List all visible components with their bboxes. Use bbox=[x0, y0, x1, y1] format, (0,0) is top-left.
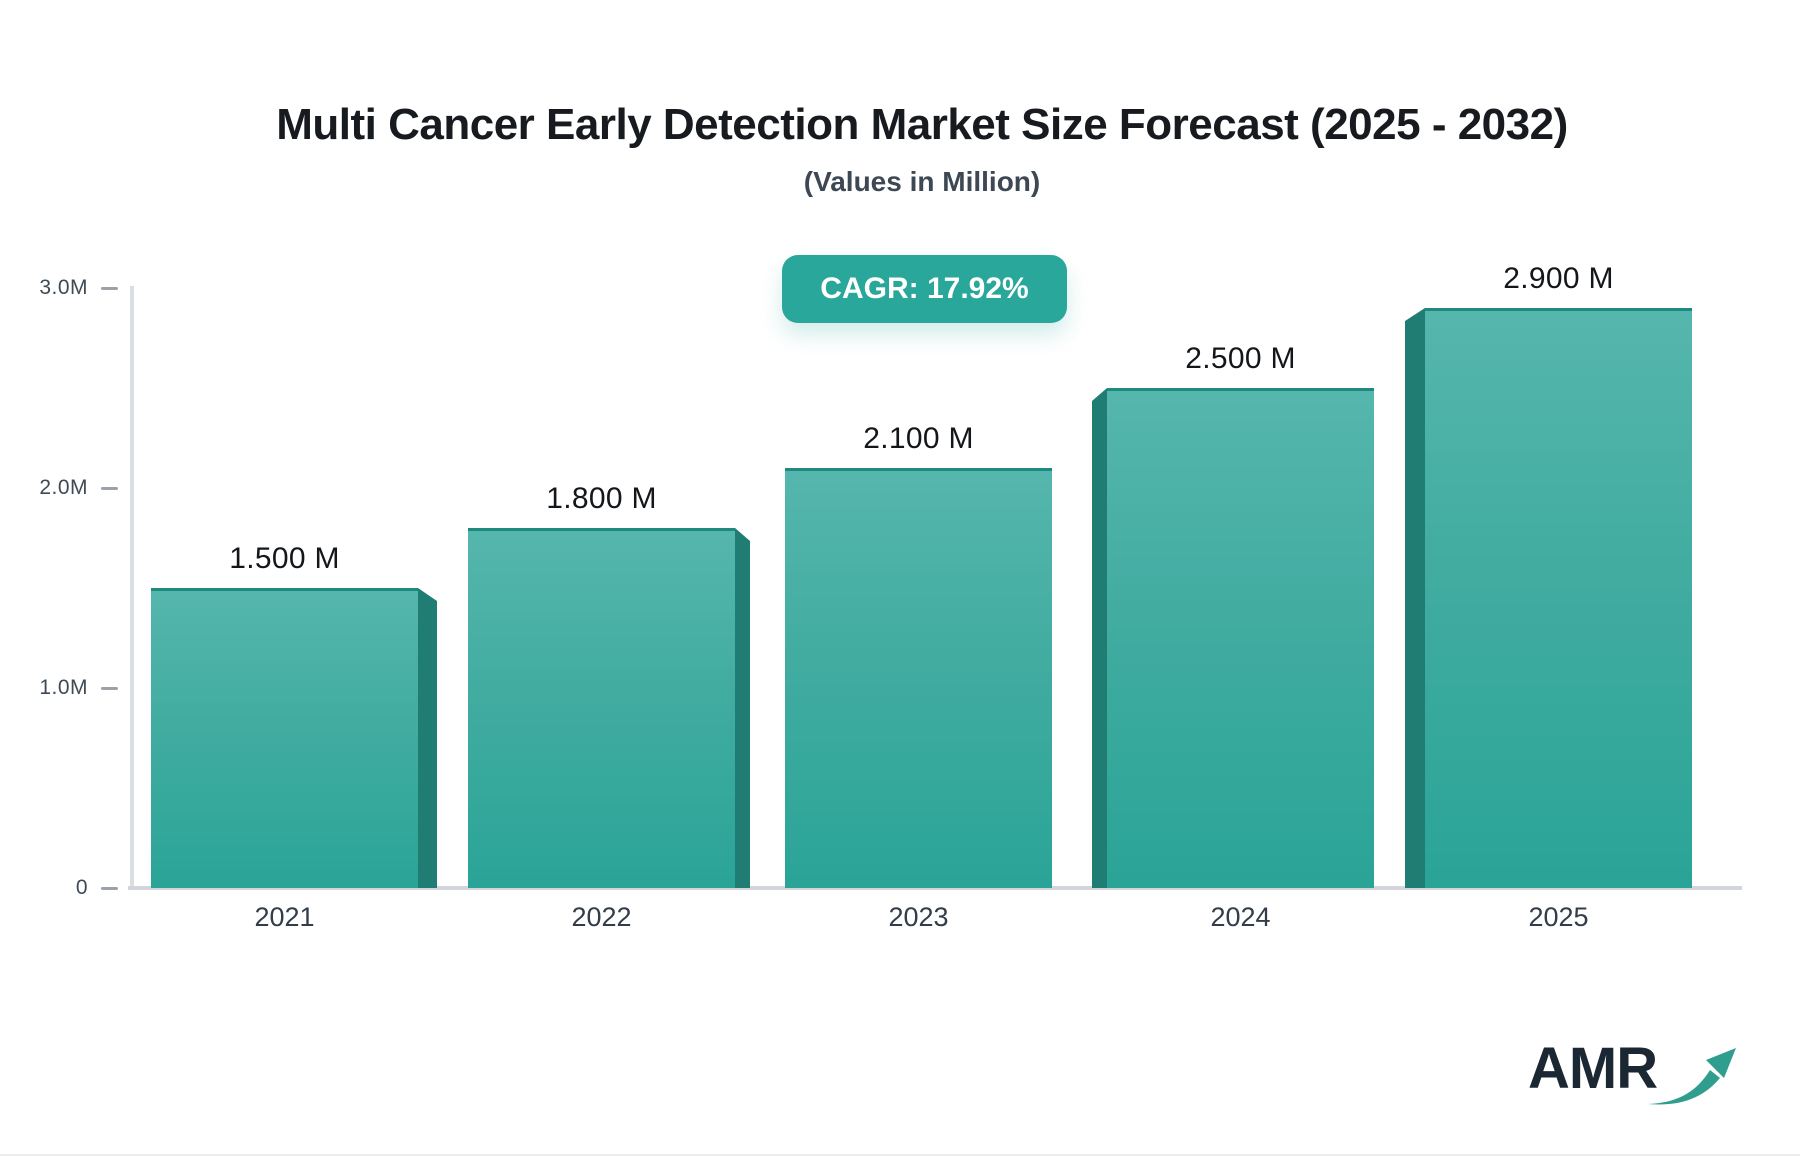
x-tick-label-2023: 2023 bbox=[888, 902, 949, 932]
cagr-badge: CAGR: 17.92% bbox=[782, 255, 1067, 323]
y-tick-mark bbox=[101, 887, 118, 890]
x-tick-label-2025: 2025 bbox=[1528, 902, 1589, 932]
bar-face bbox=[785, 468, 1052, 888]
trend-up-arrow-icon bbox=[1648, 1048, 1736, 1105]
bar-value-label: 2.900 M bbox=[1503, 262, 1614, 295]
bar-face bbox=[1107, 388, 1374, 888]
chart-title: Multi Cancer Early Detection Market Size… bbox=[276, 100, 1568, 149]
x-tick-label-2021: 2021 bbox=[254, 902, 315, 932]
bar-2021: 1.500 M bbox=[151, 0, 437, 888]
bar-3d-side bbox=[1405, 308, 1425, 888]
bar-value-label: 1.500 M bbox=[229, 542, 340, 575]
bar-3d-side bbox=[1092, 388, 1107, 888]
bar-2023: 2.100 M bbox=[785, 0, 1052, 888]
bar-value-label: 2.100 M bbox=[863, 422, 974, 455]
amr-logo-text: AMR bbox=[1528, 1036, 1658, 1101]
x-tick-label-2024: 2024 bbox=[1210, 902, 1271, 932]
x-axis-baseline bbox=[128, 886, 1742, 890]
y-axis-line bbox=[130, 286, 134, 888]
y-tick-label-2m: 2.0M bbox=[39, 476, 88, 499]
y-tick-mark bbox=[101, 287, 118, 290]
amr-logo: AMR bbox=[1528, 1036, 1736, 1108]
y-tick-label-1m: 1.0M bbox=[39, 676, 88, 699]
bar-2022: 1.800 M bbox=[468, 0, 750, 888]
bar-2025: 2.900 M bbox=[1405, 0, 1692, 888]
bar-face bbox=[151, 588, 418, 888]
y-tick-mark bbox=[101, 687, 118, 690]
y-tick-label-3m: 3.0M bbox=[39, 276, 88, 299]
chart-subtitle: (Values in Million) bbox=[803, 166, 1041, 197]
bar-3d-side bbox=[735, 528, 750, 888]
bar-value-label: 1.800 M bbox=[546, 482, 657, 515]
bar-face bbox=[468, 528, 735, 888]
y-tick-mark bbox=[101, 487, 118, 490]
y-tick-label-0: 0 bbox=[75, 876, 88, 899]
page-bottom-border bbox=[0, 1154, 1800, 1156]
x-tick-label-2022: 2022 bbox=[571, 902, 632, 932]
bar-face bbox=[1425, 308, 1692, 888]
bar-3d-side bbox=[418, 588, 437, 888]
bar-value-label: 2.500 M bbox=[1185, 342, 1296, 375]
bar-2024: 2.500 M bbox=[1092, 0, 1374, 888]
